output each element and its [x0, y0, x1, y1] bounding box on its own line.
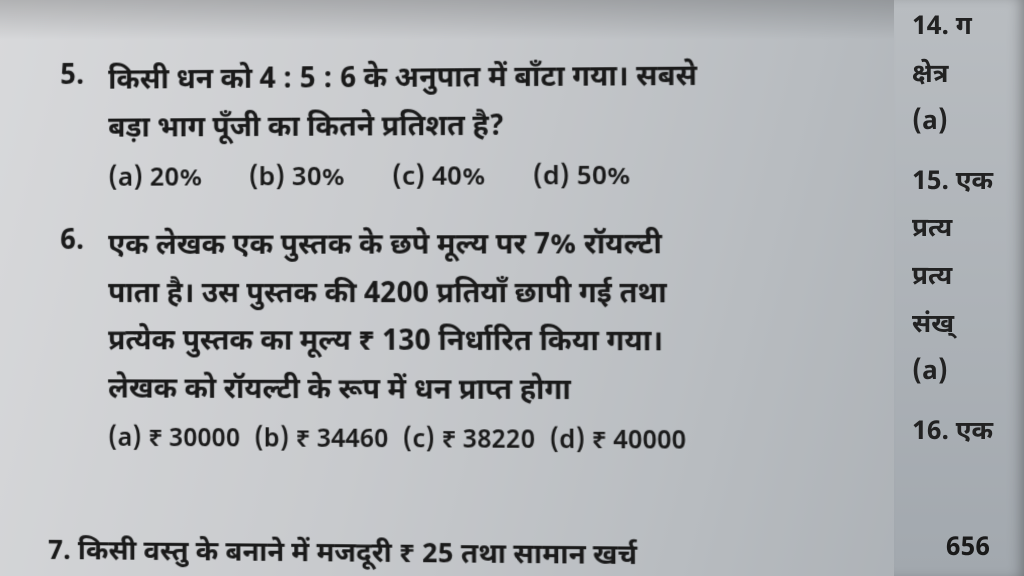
side-text: 14. ग — [912, 8, 1018, 50]
side-text: संख् — [912, 306, 1018, 348]
side-text: प्रत्य — [912, 210, 1018, 252]
option-a: (a) 20% — [108, 163, 202, 197]
q6-line2: पाता है। उस पुस्तक की 4200 प्रतियाँ छापी… — [108, 278, 667, 315]
side-text: क्षेत्र — [912, 56, 1018, 98]
q6-line3: प्रत्येक पुस्तक का मूल्य ₹ 130 निर्धारित… — [108, 326, 663, 363]
question-text: एक लेखक एक पुस्तक के छपे मूल्य पर 7% रॉय… — [108, 223, 1014, 420]
question-6-options: (a) ₹ 30000 (b) ₹ 34460 (c) ₹ 38220 (d) … — [108, 424, 1014, 461]
question-number: 5. — [60, 60, 84, 96]
adjacent-page-sliver: 14. ग क्षेत्र (a) 15. एक प्रत्य प्रत्य स… — [894, 0, 1024, 576]
side-page-number: 656 — [946, 532, 990, 566]
side-text: प्रत्य — [912, 258, 1018, 300]
question-5-options: (a) 20% (b) 30% (c) 40% (d) 50% — [108, 159, 1012, 197]
option-b: (b) ₹ 34460 — [254, 425, 388, 458]
question-text: किसी धन को 4 : 5 : 6 के अनुपात में बाँटा… — [108, 53, 1012, 155]
side-text: (a) — [912, 353, 1018, 395]
q6-line4: लेखक को रॉयल्टी के रूप में धन प्राप्त हो… — [108, 373, 571, 411]
q5-line2: बड़ा भाग पूँजी का कितने प्रतिशत है? — [108, 110, 504, 148]
side-text: 16. एक — [912, 413, 1018, 455]
book-page: 5. किसी धन को 4 : 5 : 6 के अनुपात में बा… — [0, 0, 1024, 576]
side-text: 15. एक — [912, 163, 1018, 205]
option-d: (d) ₹ 40000 — [549, 426, 686, 459]
q6-line1: एक लेखक एक पुस्तक के छपे मूल्य पर 7% रॉय… — [108, 229, 662, 266]
option-a: (a) ₹ 30000 — [108, 424, 240, 457]
question-6: 6. एक लेखक एक पुस्तक के छपे मूल्य पर 7% … — [60, 223, 1015, 461]
option-c: (c) 40% — [392, 161, 486, 196]
q5-line1: किसी धन को 4 : 5 : 6 के अनुपात में बाँटा… — [108, 60, 697, 100]
option-c: (c) ₹ 38220 — [403, 425, 535, 458]
side-text: (a) — [912, 103, 1018, 145]
question-5: 5. किसी धन को 4 : 5 : 6 के अनुपात में बा… — [60, 53, 1013, 197]
option-b: (b) 30% — [249, 162, 345, 197]
option-d: (d) 50% — [533, 161, 631, 196]
question-number: 6. — [60, 225, 84, 261]
question-7-partial: 7. किसी वस्तु के बनाने में मजदूरी ₹ 25 त… — [48, 536, 637, 576]
